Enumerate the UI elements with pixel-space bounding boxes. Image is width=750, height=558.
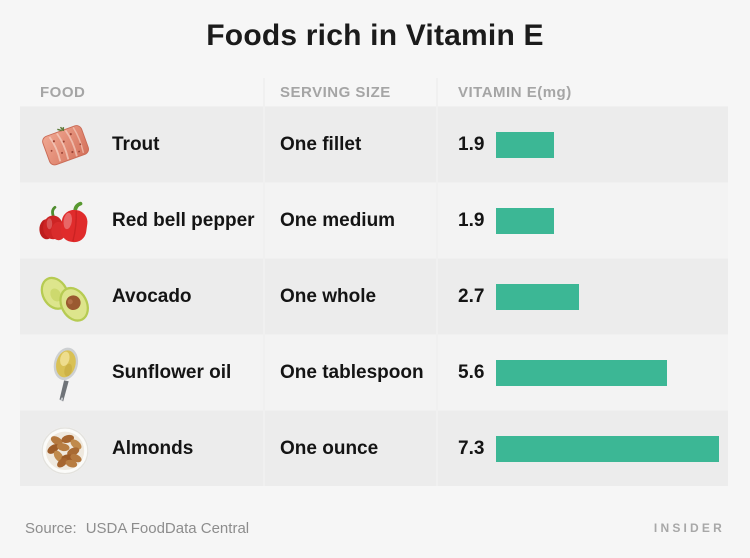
table-row-food-cell: Red bell pepper xyxy=(20,183,263,258)
source-label: Source: xyxy=(25,520,77,537)
vitamin-e-bar xyxy=(496,131,554,158)
vitamin-e-cell: 1.9 xyxy=(438,183,728,258)
column-header-food: FOOD xyxy=(20,78,263,106)
table-row-food-cell: Almonds xyxy=(20,411,263,486)
food-name: Red bell pepper xyxy=(112,209,255,231)
insider-logo: INSIDER xyxy=(653,521,725,535)
serving-size-cell: One ounce xyxy=(265,411,436,486)
page-title: Foods rich in Vitamin E xyxy=(206,19,544,52)
serving-size-cell: One tablespoon xyxy=(265,335,436,410)
vitamin-e-value: 7.3 xyxy=(458,437,485,459)
trout-icon xyxy=(30,110,100,180)
source-value: USDA FoodData Central xyxy=(85,520,250,537)
vitamin-e-bar xyxy=(496,435,719,462)
vitamin-e-cell: 5.6 xyxy=(438,335,728,410)
vitamin-e-cell: 2.7 xyxy=(438,259,728,334)
table-row-food-cell: Trout xyxy=(20,107,263,182)
almonds-bowl-icon xyxy=(30,414,100,484)
red-bell-pepper-icon xyxy=(30,186,100,256)
vitamin-e-value: 5.6 xyxy=(458,361,485,383)
vitamin-e-bar xyxy=(496,207,554,234)
food-name: Sunflower oil xyxy=(112,361,232,383)
source-credit: Source: USDA FoodData Central xyxy=(25,520,249,537)
food-name: Trout xyxy=(112,133,160,155)
vitamin-e-cell: 7.3 xyxy=(438,411,728,486)
table-row-food-cell: Sunflower oil xyxy=(20,335,263,410)
avocado-icon xyxy=(30,262,100,332)
serving-size-cell: One fillet xyxy=(265,107,436,182)
vitamin-e-cell: 1.9 xyxy=(438,107,728,182)
vitamin-e-value: 2.7 xyxy=(458,285,485,307)
vitamin-e-value: 1.9 xyxy=(458,209,485,231)
sunflower-oil-spoon-icon xyxy=(30,338,100,408)
column-header-vitamin-e: VITAMIN E(mg) xyxy=(438,78,728,106)
vitamin-e-table: FOOD SERVING SIZE VITAMIN E(mg) Trout One… xyxy=(20,78,728,486)
serving-size-cell: One medium xyxy=(265,183,436,258)
food-name: Almonds xyxy=(112,437,194,459)
table-row-food-cell: Avocado xyxy=(20,259,263,334)
food-name: Avocado xyxy=(112,285,192,307)
vitamin-e-bar xyxy=(496,359,667,386)
vitamin-e-bar xyxy=(496,283,579,310)
column-header-serving-size: SERVING SIZE xyxy=(265,78,436,106)
serving-size-cell: One whole xyxy=(265,259,436,334)
vitamin-e-value: 1.9 xyxy=(458,133,485,155)
